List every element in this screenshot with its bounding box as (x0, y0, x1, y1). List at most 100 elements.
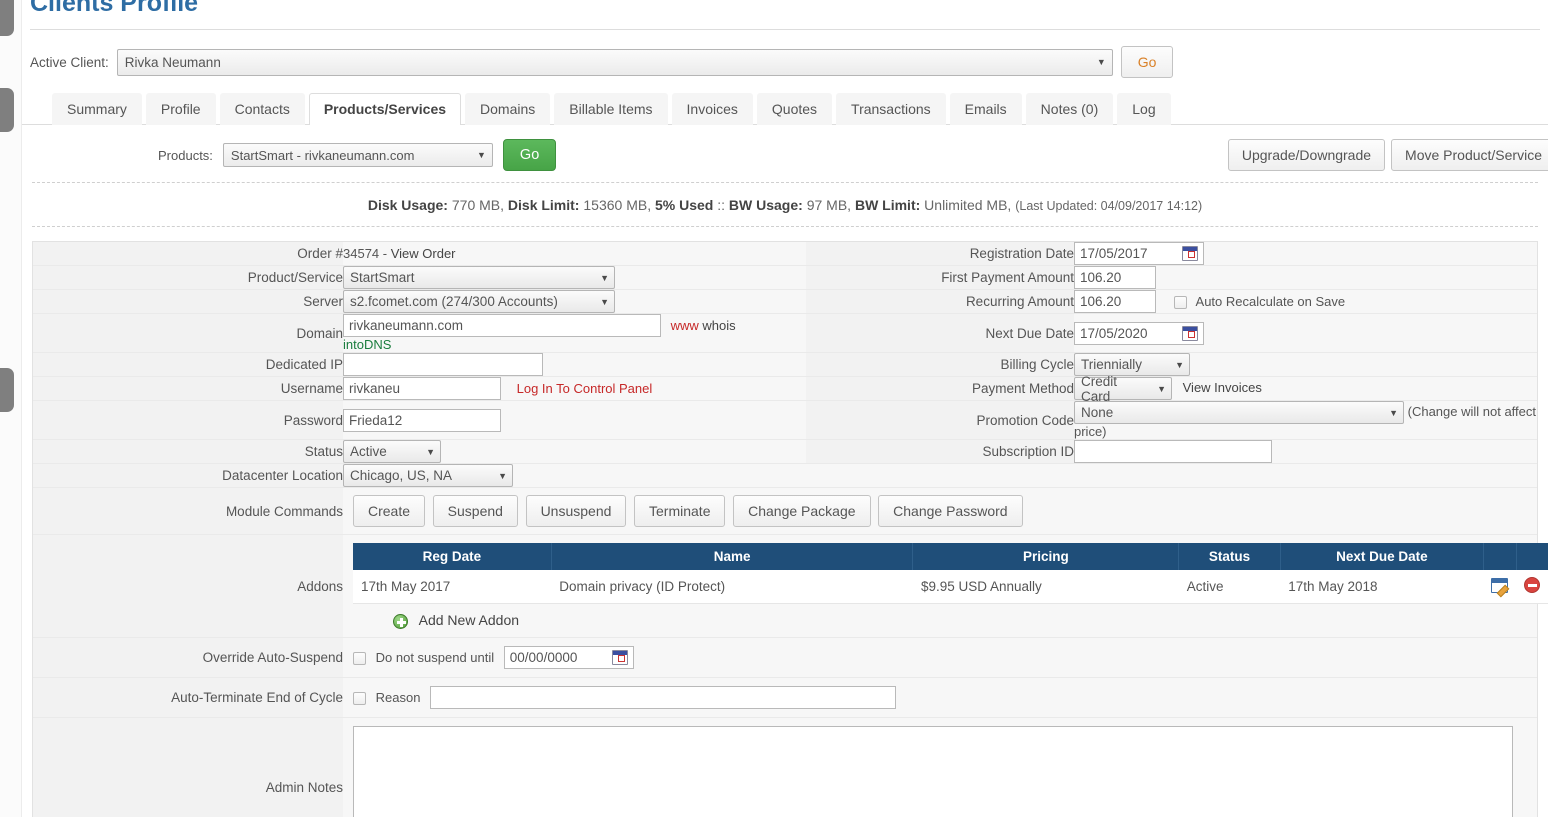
page-content: Clients Profile Active Client: Rivka Neu… (22, 0, 1548, 817)
auto-recalculate-checkbox[interactable] (1173, 296, 1187, 310)
change-password-button[interactable]: Change Password (878, 495, 1023, 527)
promotion-code-label: Promotion Code (806, 400, 1074, 440)
calendar-icon[interactable] (611, 650, 628, 666)
override-auto-suspend-checkbox[interactable] (353, 652, 366, 666)
tab-products-services[interactable]: Products/Services (308, 93, 462, 125)
datacenter-select[interactable]: Chicago, US, NA ▼ (343, 464, 513, 487)
form-row-override-autosuspend: Override Auto-Suspend Do not suspend unt… (33, 637, 1537, 679)
admin-notes-textarea[interactable] (353, 726, 1513, 817)
left-edge-stub-2[interactable] (0, 88, 14, 132)
password-input[interactable] (343, 408, 501, 432)
order-value-cell: 34574 - View Order (343, 242, 806, 266)
move-product-service-button[interactable]: Move Product/Service (1391, 139, 1548, 171)
reason-input[interactable] (430, 686, 897, 710)
order-label: Order # (33, 242, 343, 266)
left-edge-stub-3[interactable] (0, 368, 14, 412)
form-row-status-subscription: Status Active ▼ Subscription ID (33, 439, 1537, 464)
change-package-button[interactable]: Change Package (733, 495, 871, 527)
product-service-label: Product/Service (33, 265, 343, 290)
admin-notes-label: Admin Notes (33, 717, 343, 817)
view-invoices-link[interactable]: View Invoices (1182, 379, 1262, 395)
disk-limit-value: 15360 MB, (583, 197, 652, 213)
addons-cell: Reg Date Name Pricing Status Next Due Da… (343, 534, 1548, 639)
datacenter-cell: Chicago, US, NA ▼ (343, 463, 1537, 488)
subscription-id-cell (1074, 439, 1537, 464)
addons-col-next-due-date: Next Due Date (1280, 543, 1484, 570)
auto-terminate-checkbox[interactable] (353, 692, 366, 706)
admin-notes-cell (343, 717, 1537, 817)
promotion-code-value: None (1081, 405, 1114, 420)
override-auto-suspend-label: Override Auto-Suspend (33, 637, 343, 679)
title-divider (30, 29, 1540, 30)
tab-emails[interactable]: Emails (949, 93, 1022, 125)
terminate-button[interactable]: Terminate (634, 495, 726, 527)
addon-edit-cell[interactable] (1483, 570, 1517, 604)
add-new-addon-link[interactable]: Add New Addon (418, 612, 520, 628)
reason-label: Reason (375, 690, 421, 706)
recurring-amount-cell: Auto Recalculate on Save (1074, 289, 1537, 314)
do-not-suspend-until-input[interactable] (503, 646, 634, 670)
delete-icon[interactable] (1524, 577, 1541, 593)
tab-log[interactable]: Log (1117, 93, 1171, 125)
unsuspend-button[interactable]: Unsuspend (525, 495, 627, 527)
recurring-amount-input[interactable] (1074, 290, 1156, 313)
form-row-order-registration: Order # 34574 - View Order Registration … (33, 242, 1537, 266)
edit-icon[interactable] (1491, 577, 1509, 593)
left-edge-stub-1[interactable] (0, 0, 14, 36)
active-client-select[interactable]: Rivka Neumann ▼ (116, 48, 1113, 76)
chevron-down-icon: ▼ (426, 446, 435, 457)
product-go-button[interactable]: Go (502, 139, 557, 171)
upgrade-downgrade-button[interactable]: Upgrade/Downgrade (1227, 139, 1386, 171)
tab-domains[interactable]: Domains (465, 93, 551, 125)
disk-usage-label: Disk Usage: (367, 197, 448, 213)
registration-date-cell (1074, 242, 1537, 266)
domain-intodns-link[interactable]: intoDNS (343, 337, 392, 352)
calendar-icon[interactable] (1182, 325, 1198, 341)
product-select-value: StartSmart - rivkaneumann.com (230, 147, 415, 163)
billing-cycle-select[interactable]: Triennially ▼ (1074, 353, 1190, 376)
status-select[interactable]: Active ▼ (343, 440, 441, 463)
tab-contacts[interactable]: Contacts (219, 93, 305, 125)
addon-pricing: $9.95 USD Annually (912, 570, 1179, 604)
calendar-icon[interactable] (1182, 246, 1198, 261)
disk-usage-value: 770 MB, (451, 197, 505, 213)
product-select[interactable]: StartSmart - rivkaneumann.com ▼ (222, 143, 493, 167)
toolbar-divider (32, 182, 1538, 183)
addons-header-row: Reg Date Name Pricing Status Next Due Da… (353, 543, 1548, 570)
addon-delete-cell[interactable] (1516, 570, 1548, 604)
addon-next-due-date: 17th May 2018 (1280, 570, 1484, 604)
create-button[interactable]: Create (353, 495, 426, 527)
tab-summary[interactable]: Summary (52, 93, 142, 125)
server-select[interactable]: s2.fcomet.com (274/300 Accounts) ▼ (343, 290, 615, 313)
addon-status: Active (1178, 570, 1281, 604)
tab-quotes[interactable]: Quotes (756, 93, 833, 125)
registration-date-input[interactable] (1074, 242, 1204, 265)
subscription-id-input[interactable] (1074, 440, 1272, 463)
domain-input[interactable] (343, 314, 661, 337)
bw-limit-label: BW Limit: (854, 197, 921, 213)
payment-method-select[interactable]: Credit Card ▼ (1074, 374, 1172, 404)
override-auto-suspend-cell: Do not suspend until (343, 637, 1537, 679)
username-input[interactable] (343, 377, 501, 400)
promotion-code-select[interactable]: None ▼ (1074, 401, 1404, 424)
suspend-button[interactable]: Suspend (432, 495, 518, 527)
product-details-form: Order # 34574 - View Order Registration … (32, 241, 1548, 817)
tab-notes[interactable]: Notes (0) (1025, 93, 1114, 125)
view-order-link[interactable]: View Order (390, 246, 456, 261)
dedicated-ip-input[interactable] (343, 353, 543, 376)
tab-transactions[interactable]: Transactions (836, 93, 946, 125)
domain-whois-link[interactable]: whois (702, 318, 736, 333)
tab-profile[interactable]: Profile (145, 93, 216, 125)
tab-billable-items[interactable]: Billable Items (554, 93, 668, 125)
next-due-date-input[interactable] (1074, 321, 1204, 345)
last-updated: (Last Updated: 04/09/2017 14:12) (1015, 199, 1203, 213)
server-label: Server (33, 289, 343, 314)
product-service-select[interactable]: StartSmart ▼ (343, 266, 615, 289)
do-not-suspend-label: Do not suspend until (375, 650, 495, 666)
add-new-addon-row[interactable]: Add New Addon (353, 604, 1537, 638)
domain-www-link[interactable]: www (670, 318, 699, 333)
active-client-go-button[interactable]: Go (1120, 46, 1174, 78)
login-control-panel-link[interactable]: Log In To Control Panel (516, 381, 653, 396)
tab-invoices[interactable]: Invoices (671, 93, 753, 125)
first-payment-input[interactable] (1074, 266, 1156, 289)
